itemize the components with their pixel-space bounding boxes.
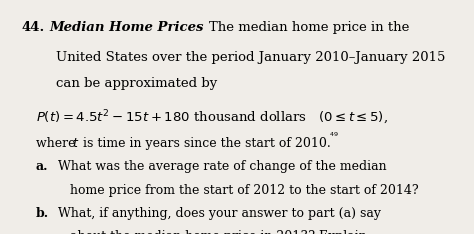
Text: about the median home price in 2013? Explain.: about the median home price in 2013? Exp… [70, 230, 371, 234]
Text: 44.: 44. [21, 21, 45, 34]
Text: is time in years since the start of 2010.: is time in years since the start of 2010… [83, 137, 331, 150]
Text: b.: b. [36, 207, 49, 220]
Text: What was the average rate of change of the median: What was the average rate of change of t… [58, 160, 386, 173]
Text: $t$: $t$ [72, 137, 79, 150]
Text: a.: a. [36, 160, 48, 173]
Text: home price from the start of 2012 to the start of 2014?: home price from the start of 2012 to the… [70, 184, 419, 197]
Text: $^{49}$: $^{49}$ [329, 131, 339, 140]
Text: where: where [36, 137, 79, 150]
Text: What, if anything, does your answer to part (a) say: What, if anything, does your answer to p… [58, 207, 381, 220]
Text: United States over the period January 2010–January 2015: United States over the period January 20… [56, 51, 445, 65]
Text: $P(t) = 4.5t^{2} - 15t + 180$ thousand dollars   $(0 \leq t \leq 5)$,: $P(t) = 4.5t^{2} - 15t + 180$ thousand d… [36, 109, 387, 127]
Text: The median home price in the: The median home price in the [209, 21, 409, 34]
Text: Median Home Prices: Median Home Prices [50, 21, 204, 34]
Text: can be approximated by: can be approximated by [56, 77, 217, 90]
